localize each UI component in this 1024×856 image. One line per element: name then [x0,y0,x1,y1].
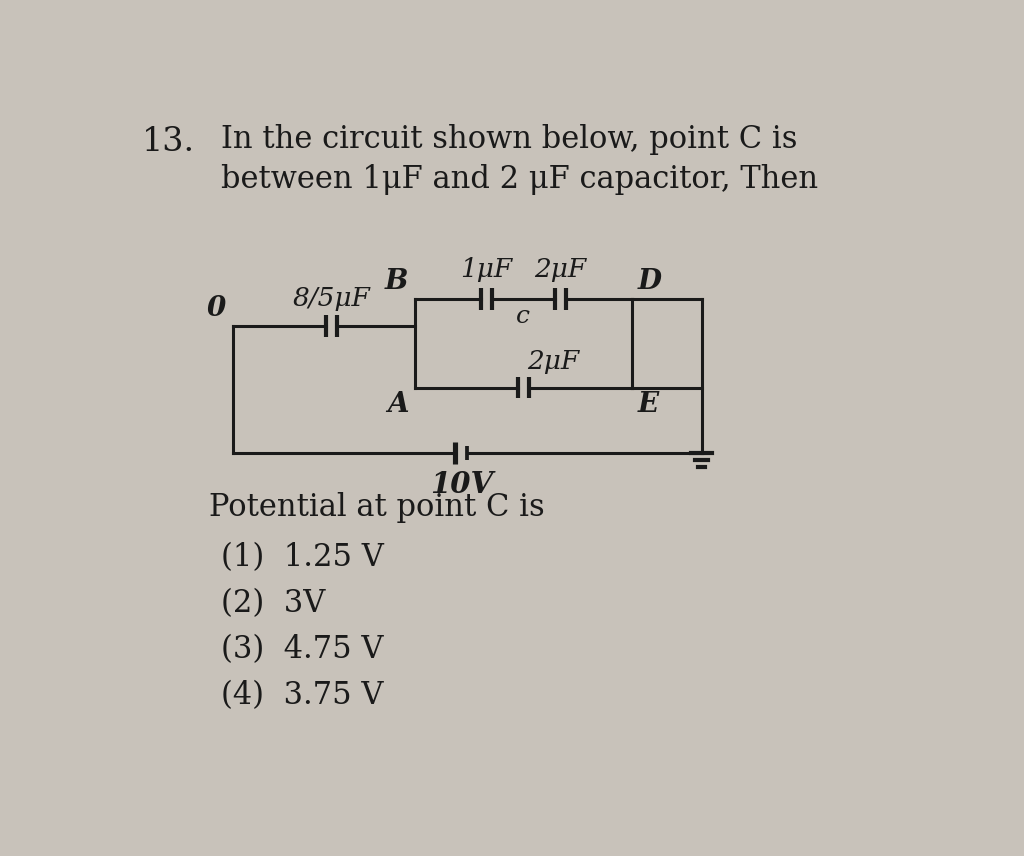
Text: D: D [638,268,663,295]
Text: In the circuit shown below, point C is: In the circuit shown below, point C is [221,124,798,155]
Text: (3)  4.75 V: (3) 4.75 V [221,634,384,665]
Text: 8/5μF: 8/5μF [293,286,371,311]
Text: 2μF: 2μF [535,257,586,282]
Text: (1)  1.25 V: (1) 1.25 V [221,542,384,573]
Text: 0: 0 [207,295,226,322]
Text: 10V: 10V [430,470,493,499]
Text: E: E [638,391,659,419]
Text: c: c [516,306,530,328]
Text: Potential at point C is: Potential at point C is [209,491,545,522]
Text: 13.: 13. [142,126,196,158]
Text: B: B [385,268,409,295]
Text: (2)  3V: (2) 3V [221,588,326,619]
Text: between 1μF and 2 μF capacitor, Then: between 1μF and 2 μF capacitor, Then [221,164,818,195]
Text: A: A [387,391,409,419]
Text: 1μF: 1μF [461,257,512,282]
Text: 2μF: 2μF [527,348,580,374]
Text: (4)  3.75 V: (4) 3.75 V [221,681,384,711]
